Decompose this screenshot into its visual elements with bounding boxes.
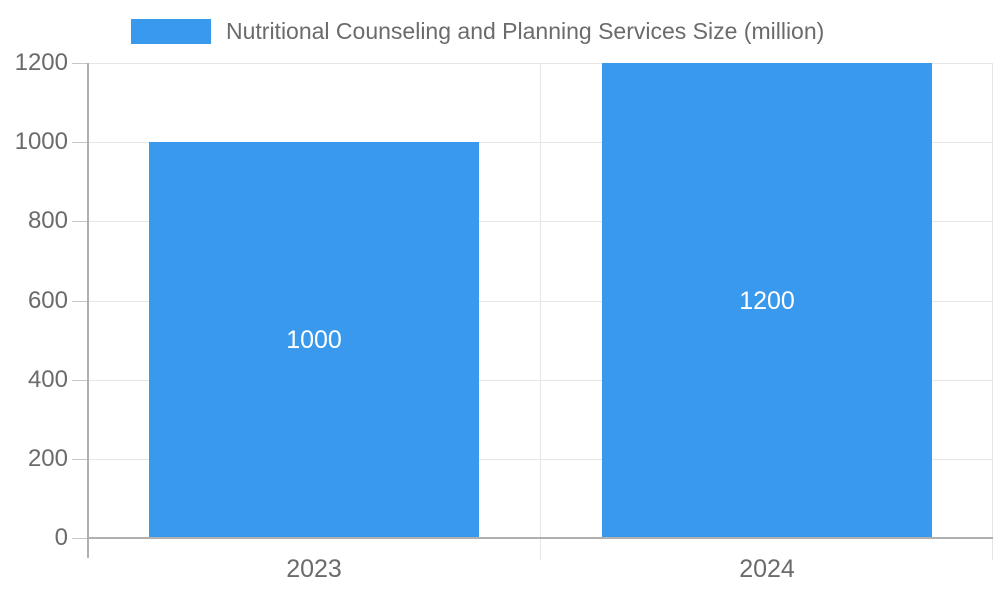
- x-axis-line: [88, 537, 993, 539]
- y-axis-tick: [72, 380, 88, 381]
- y-axis-tick: [72, 63, 88, 64]
- y-axis-tick-label: 200: [27, 445, 68, 472]
- y-gridline: [88, 63, 993, 64]
- chart-legend[interactable]: Nutritional Counseling and Planning Serv…: [131, 18, 824, 45]
- plot-right-border: [992, 63, 993, 560]
- x-axis-tick-label: 2023: [286, 555, 342, 583]
- bar-2024[interactable]: [602, 63, 932, 538]
- y-axis-tick-label: 1200: [14, 49, 68, 76]
- y-gridline: [88, 142, 993, 143]
- y-axis-tick: [72, 538, 88, 539]
- legend-series-label: Nutritional Counseling and Planning Serv…: [226, 18, 825, 44]
- y-axis-tick-label: 0: [54, 524, 68, 551]
- y-axis-tick: [72, 301, 88, 302]
- y-axis-tick-label: 1000: [14, 128, 68, 155]
- y-axis-tick: [72, 459, 88, 460]
- legend-color-swatch: [131, 19, 211, 44]
- y-axis-line: [87, 63, 89, 558]
- bar-2023[interactable]: [149, 142, 479, 538]
- plot-area: 0 200 400 600 800 1000 1200 1000 2023 1200 2024: [15, 49, 993, 583]
- y-axis-tick-label: 800: [27, 207, 68, 234]
- y-axis-tick-label: 400: [27, 366, 68, 393]
- y-gridline: [88, 221, 993, 222]
- y-axis-tick: [72, 221, 88, 222]
- x-axis-tick-label: 2024: [739, 555, 795, 583]
- y-gridline: [88, 459, 993, 460]
- category-separator-line: [540, 63, 541, 560]
- y-axis-tick-label: 600: [27, 287, 68, 314]
- y-gridline: [88, 380, 993, 381]
- y-axis-tick: [72, 142, 88, 143]
- y-gridline: [88, 301, 993, 302]
